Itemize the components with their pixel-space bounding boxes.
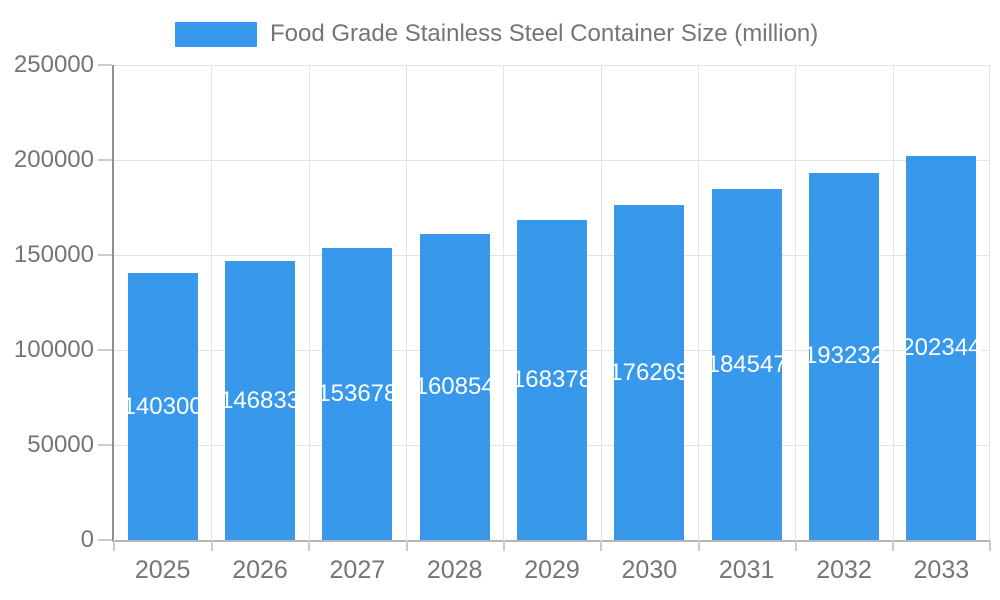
gridline-vertical (989, 65, 990, 540)
y-axis-tick-mark (98, 159, 112, 161)
bar-value-label: 168378 (511, 366, 593, 394)
x-axis-tick-mark (988, 540, 991, 551)
gridline-vertical (698, 65, 699, 540)
y-axis-tick-label: 150000 (13, 241, 94, 268)
y-axis-tick-label: 50000 (27, 431, 94, 458)
bar-value-label: 202344 (901, 333, 982, 361)
bar[interactable]: 193232 (804, 172, 884, 540)
y-axis-tick-label: 0 (80, 526, 94, 553)
bar-value-label: 193232 (803, 342, 885, 370)
gridline-vertical (211, 65, 213, 540)
y-axis-tick-mark (98, 444, 112, 446)
gridline-vertical (892, 65, 894, 540)
x-axis-tick-label: 2030 (621, 556, 678, 584)
bar[interactable]: 202344 (901, 155, 981, 540)
bar-value-label: 176269 (609, 358, 690, 386)
bar-value-label: 140300 (122, 392, 203, 420)
x-axis-tick-mark (502, 540, 505, 551)
x-axis-tick-mark (405, 540, 408, 551)
x-axis-tick-label: 2025 (134, 556, 191, 584)
x-axis-tick-mark (892, 540, 895, 551)
x-axis-tick-mark (697, 540, 700, 551)
y-axis-tick-mark (98, 254, 112, 256)
y-axis-tick-label: 100000 (13, 336, 94, 363)
y-axis-tick-label: 200000 (13, 146, 94, 173)
legend-swatch-icon (175, 21, 257, 47)
legend-item[interactable]: Food Grade Stainless Steel Container Siz… (175, 20, 818, 48)
bar[interactable]: 184547 (707, 189, 787, 540)
x-axis-tick-label: 2028 (426, 556, 483, 584)
bar[interactable]: 168378 (512, 220, 592, 540)
x-axis-tick-label: 2027 (329, 556, 386, 584)
gridline-horizontal (114, 160, 990, 161)
x-axis-tick-mark (113, 540, 115, 551)
y-axis-tick-mark (98, 539, 112, 541)
bar-value-label: 160854 (414, 373, 495, 401)
gridline-vertical (600, 65, 602, 540)
gridline-vertical (308, 65, 310, 540)
y-axis-tick-label: 250000 (13, 51, 94, 78)
gridline-vertical (503, 65, 505, 540)
legend-label: Food Grade Stainless Steel Container Siz… (270, 20, 819, 47)
bar-value-label: 153678 (317, 380, 398, 407)
gridline-vertical (406, 65, 407, 540)
x-axis-tick-mark (600, 540, 603, 551)
plot-area: 0 50000 100000 150000 200000 250000 2025 140300… (14, 51, 991, 584)
x-axis-tick-label: 2029 (524, 556, 580, 584)
bar[interactable]: 160854 (415, 234, 495, 540)
x-axis-tick-mark (308, 540, 311, 551)
bar[interactable]: 153678 (317, 248, 397, 540)
x-axis-tick-label: 2033 (913, 556, 970, 584)
bar[interactable]: 176269 (609, 205, 689, 540)
y-axis-tick-mark (98, 64, 112, 66)
x-axis-tick-label: 2032 (816, 556, 872, 584)
x-axis-tick-mark (794, 540, 797, 551)
y-axis-tick-mark (98, 349, 112, 351)
gridline-vertical (795, 65, 797, 540)
x-axis-tick-mark (210, 540, 213, 551)
bar[interactable]: 146833 (220, 261, 300, 540)
bar-value-label: 146833 (219, 386, 301, 414)
gridline-horizontal (114, 65, 990, 66)
bar[interactable]: 140300 (123, 273, 203, 540)
x-axis-tick-label: 2026 (232, 556, 288, 584)
bar-value-label: 184547 (706, 350, 787, 378)
x-axis-tick-label: 2031 (718, 556, 775, 584)
